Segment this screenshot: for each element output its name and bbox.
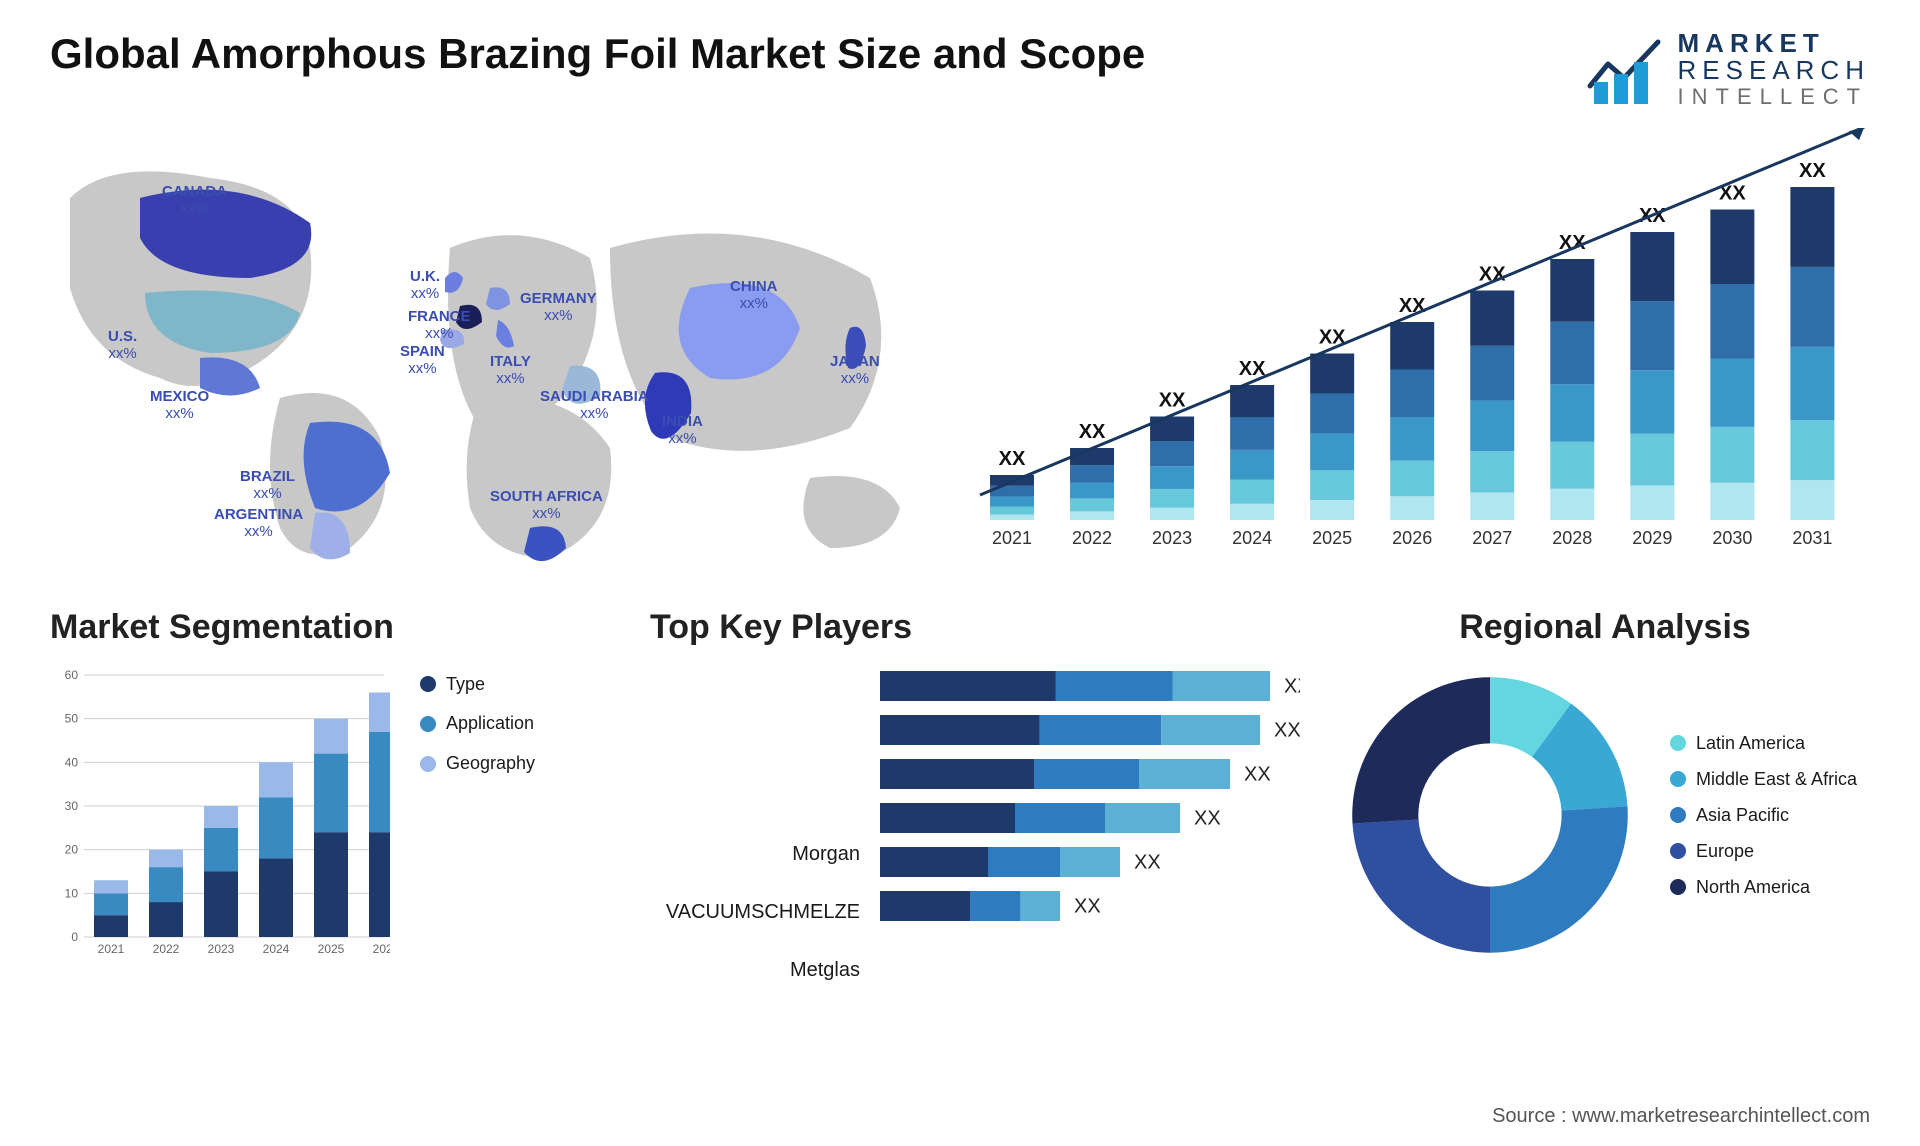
world-map-panel: CANADAxx% U.S.xx% MEXICOxx% BRAZILxx%ARGENT… bbox=[50, 128, 930, 568]
segmentation-title: Market Segmentation bbox=[50, 608, 610, 647]
regional-donut-chart bbox=[1340, 665, 1640, 965]
svg-text:50: 50 bbox=[65, 711, 79, 725]
svg-text:60: 60 bbox=[65, 668, 79, 682]
svg-text:XX: XX bbox=[1284, 675, 1300, 697]
svg-text:2023: 2023 bbox=[208, 942, 235, 956]
svg-text:XX: XX bbox=[1799, 160, 1826, 182]
key-player-label: Morgan bbox=[650, 839, 860, 869]
svg-text:2024: 2024 bbox=[1232, 528, 1272, 548]
svg-text:2029: 2029 bbox=[1632, 528, 1672, 548]
segmentation-legend-item: Application bbox=[420, 704, 535, 744]
logo-text-2: RESEARCH bbox=[1678, 57, 1870, 84]
forecast-chart-panel: XX2021XX2022XX2023XX2024XX2025XX2026XX20… bbox=[970, 128, 1910, 568]
svg-text:2030: 2030 bbox=[1712, 528, 1752, 548]
svg-text:XX: XX bbox=[1194, 807, 1221, 829]
regional-legend-item: North America bbox=[1670, 869, 1857, 905]
svg-text:2021: 2021 bbox=[98, 942, 125, 956]
map-label-china: CHINAxx% bbox=[730, 278, 778, 313]
svg-text:XX: XX bbox=[1274, 719, 1300, 741]
regional-legend: Latin AmericaMiddle East & AfricaAsia Pa… bbox=[1670, 725, 1857, 905]
brand-logo: MARKET RESEARCH INTELLECT bbox=[1586, 30, 1870, 108]
segmentation-legend: TypeApplicationGeography bbox=[420, 665, 535, 784]
svg-text:2022: 2022 bbox=[153, 942, 180, 956]
key-players-labels: Morgan VACUUMSCHMELZE Metglas bbox=[650, 665, 860, 1005]
map-label-mexico: MEXICOxx% bbox=[150, 388, 209, 423]
svg-text:2026: 2026 bbox=[373, 942, 390, 956]
svg-text:2021: 2021 bbox=[992, 528, 1032, 548]
svg-text:XX: XX bbox=[1159, 389, 1186, 411]
svg-text:20: 20 bbox=[65, 842, 79, 856]
map-label-india: INDIAxx% bbox=[662, 413, 703, 448]
map-label-brazil: BRAZILxx% bbox=[240, 468, 295, 503]
regional-legend-item: Asia Pacific bbox=[1670, 797, 1857, 833]
segmentation-legend-item: Geography bbox=[420, 744, 535, 784]
map-label-spain: SPAINxx% bbox=[400, 343, 445, 378]
svg-text:XX: XX bbox=[1134, 851, 1161, 873]
map-label-japan: JAPANxx% bbox=[830, 353, 880, 388]
svg-text:XX: XX bbox=[1079, 421, 1106, 443]
regional-legend-item: Latin America bbox=[1670, 725, 1857, 761]
key-players-title: Top Key Players bbox=[650, 608, 1300, 647]
map-label-uk: U.K.xx% bbox=[410, 268, 440, 303]
map-label-france: FRANCExx% bbox=[408, 308, 471, 343]
key-player-label bbox=[650, 781, 860, 811]
key-player-label: VACUUMSCHMELZE bbox=[650, 897, 860, 927]
key-player-label: Metglas bbox=[650, 955, 860, 985]
map-label-saudiarabia: SAUDI ARABIAxx% bbox=[540, 388, 649, 423]
svg-text:2028: 2028 bbox=[1552, 528, 1592, 548]
svg-text:XX: XX bbox=[1074, 895, 1101, 917]
key-player-label bbox=[650, 665, 860, 695]
regional-title: Regional Analysis bbox=[1340, 608, 1870, 647]
svg-text:2026: 2026 bbox=[1392, 528, 1432, 548]
key-players-chart: XXXXXXXXXXXX bbox=[880, 665, 1300, 955]
svg-text:30: 30 bbox=[65, 799, 79, 813]
svg-text:2023: 2023 bbox=[1152, 528, 1192, 548]
svg-text:2025: 2025 bbox=[1312, 528, 1352, 548]
svg-text:40: 40 bbox=[65, 755, 79, 769]
logo-text-3: INTELLECT bbox=[1678, 85, 1870, 108]
svg-text:XX: XX bbox=[999, 448, 1026, 470]
key-player-label bbox=[650, 723, 860, 753]
svg-text:2031: 2031 bbox=[1792, 528, 1832, 548]
svg-text:2024: 2024 bbox=[263, 942, 290, 956]
regional-legend-item: Middle East & Africa bbox=[1670, 761, 1857, 797]
map-label-canada: CANADAxx% bbox=[162, 183, 227, 218]
map-label-argentina: ARGENTINAxx% bbox=[214, 506, 303, 541]
svg-text:2027: 2027 bbox=[1472, 528, 1512, 548]
page-title: Global Amorphous Brazing Foil Market Siz… bbox=[50, 30, 1145, 78]
svg-text:2025: 2025 bbox=[318, 942, 345, 956]
map-label-us: U.S.xx% bbox=[108, 328, 137, 363]
segmentation-chart: 0 10 20 30 40 50 60 2021 2022 2023 2024 2025 2026 bbox=[50, 665, 390, 965]
svg-text:XX: XX bbox=[1244, 763, 1271, 785]
map-label-southafrica: SOUTH AFRICAxx% bbox=[490, 488, 603, 523]
svg-text:0: 0 bbox=[71, 930, 78, 944]
svg-text:10: 10 bbox=[65, 886, 79, 900]
logo-bars-icon bbox=[1586, 34, 1666, 104]
map-label-italy: ITALYxx% bbox=[490, 353, 531, 388]
regional-legend-item: Europe bbox=[1670, 833, 1857, 869]
logo-text-1: MARKET bbox=[1678, 30, 1870, 57]
map-label-germany: GERMANYxx% bbox=[520, 290, 597, 325]
forecast-chart: XX2021XX2022XX2023XX2024XX2025XX2026XX20… bbox=[970, 128, 1910, 568]
segmentation-legend-item: Type bbox=[420, 665, 535, 705]
source-label: Source : www.marketresearchintellect.com bbox=[1492, 1105, 1870, 1128]
svg-text:2022: 2022 bbox=[1072, 528, 1112, 548]
